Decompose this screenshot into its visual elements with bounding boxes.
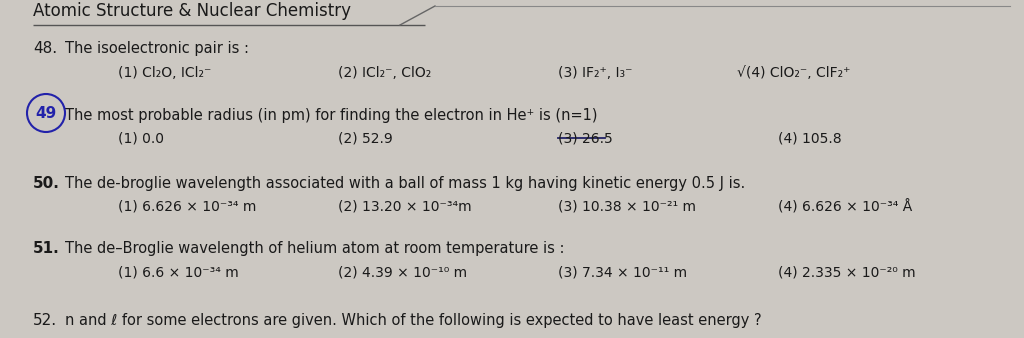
Text: 49: 49	[36, 105, 56, 121]
Text: The most probable radius (in pm) for finding the electron in He⁺ is (n=1): The most probable radius (in pm) for fin…	[65, 108, 597, 123]
Text: (3) IF₂⁺, I₃⁻: (3) IF₂⁺, I₃⁻	[558, 66, 633, 80]
Text: (4) 105.8: (4) 105.8	[778, 132, 842, 146]
Text: (3) 7.34 × 10⁻¹¹ m: (3) 7.34 × 10⁻¹¹ m	[558, 265, 687, 279]
Text: (2) 52.9: (2) 52.9	[338, 132, 392, 146]
Text: (2) ICl₂⁻, ClO₂: (2) ICl₂⁻, ClO₂	[338, 66, 431, 80]
Text: (3) 26.5: (3) 26.5	[558, 132, 612, 146]
Text: The de–Broglie wavelength of helium atom at room temperature is :: The de–Broglie wavelength of helium atom…	[65, 241, 564, 256]
Text: The de-broglie wavelength associated with a ball of mass 1 kg having kinetic ene: The de-broglie wavelength associated wit…	[65, 176, 745, 191]
Text: (2) 4.39 × 10⁻¹⁰ m: (2) 4.39 × 10⁻¹⁰ m	[338, 265, 467, 279]
Text: (1) Cl₂O, ICl₂⁻: (1) Cl₂O, ICl₂⁻	[118, 66, 211, 80]
Text: 52.: 52.	[33, 313, 57, 328]
Text: (1) 0.0: (1) 0.0	[118, 132, 164, 146]
Text: (2) 13.20 × 10⁻³⁴m: (2) 13.20 × 10⁻³⁴m	[338, 200, 471, 214]
Text: n and ℓ for some electrons are given. Which of the following is expected to have: n and ℓ for some electrons are given. Wh…	[65, 313, 762, 328]
Text: The isoelectronic pair is :: The isoelectronic pair is :	[65, 41, 249, 56]
Text: 50.: 50.	[33, 176, 59, 191]
Text: (3) 10.38 × 10⁻²¹ m: (3) 10.38 × 10⁻²¹ m	[558, 200, 696, 214]
Text: (1) 6.626 × 10⁻³⁴ m: (1) 6.626 × 10⁻³⁴ m	[118, 200, 256, 214]
Text: √(4) ClO₂⁻, ClF₂⁺: √(4) ClO₂⁻, ClF₂⁺	[737, 66, 851, 80]
Text: (4) 6.626 × 10⁻³⁴ Å: (4) 6.626 × 10⁻³⁴ Å	[778, 200, 912, 214]
Text: 48.: 48.	[33, 41, 57, 56]
Text: (1) 6.6 × 10⁻³⁴ m: (1) 6.6 × 10⁻³⁴ m	[118, 265, 239, 279]
Text: 51.: 51.	[33, 241, 59, 256]
Text: (4) 2.335 × 10⁻²⁰ m: (4) 2.335 × 10⁻²⁰ m	[778, 265, 915, 279]
Text: Atomic Structure & Nuclear Chemistry: Atomic Structure & Nuclear Chemistry	[33, 2, 351, 20]
